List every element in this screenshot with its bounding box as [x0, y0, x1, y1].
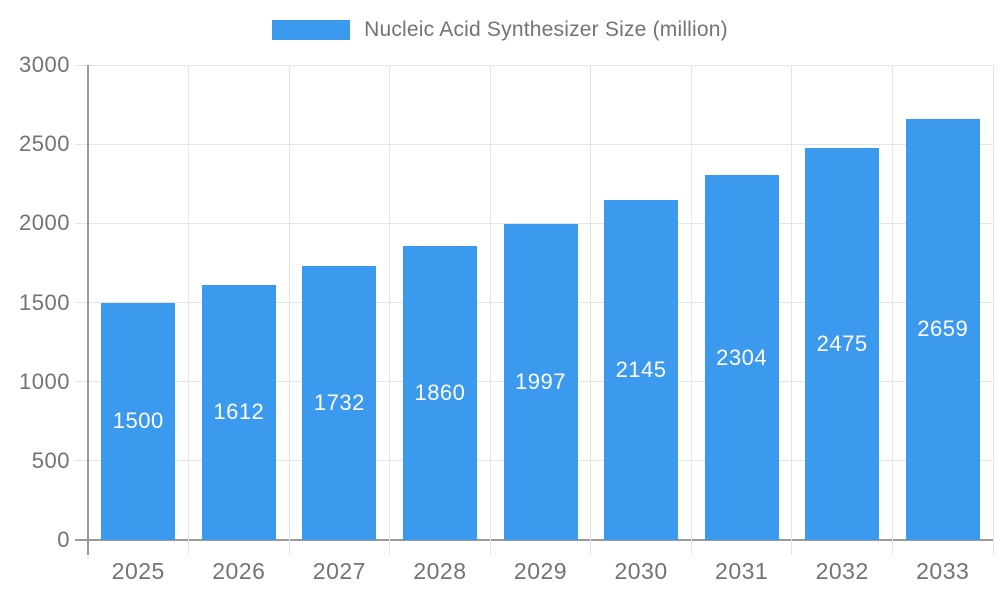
bar[interactable] [402, 245, 477, 540]
x-gridline [389, 65, 391, 555]
x-gridline [992, 65, 994, 555]
bar[interactable] [201, 284, 276, 540]
legend-label: Nucleic Acid Synthesizer Size (million) [364, 18, 728, 41]
x-axis-tick-label: 2026 [212, 558, 266, 584]
x-axis-tick-label: 2032 [815, 558, 869, 584]
x-gridline [489, 65, 491, 555]
y-axis-tick-label: 3000 [19, 52, 70, 77]
bar[interactable] [604, 200, 679, 540]
bar[interactable] [704, 175, 779, 540]
y-gridline [75, 143, 993, 145]
bar[interactable] [805, 148, 880, 540]
y-axis-tick-label: 0 [57, 527, 70, 552]
legend-swatch-icon [272, 20, 351, 40]
y-axis-line [87, 65, 89, 555]
x-axis-tick-label: 2031 [715, 558, 769, 584]
y-axis-tick-label: 1500 [19, 289, 70, 315]
legend[interactable]: Nucleic Acid Synthesizer Size (million) [0, 18, 1000, 42]
bar[interactable] [302, 265, 377, 540]
y-axis-tick-label: 500 [31, 447, 70, 473]
bar[interactable] [503, 223, 578, 540]
x-axis-tick-label: 2027 [312, 558, 366, 584]
x-gridline [690, 65, 692, 555]
x-gridline [791, 65, 793, 555]
x-axis-tick-label: 2028 [413, 558, 467, 584]
y-axis-tick-label: 1000 [19, 368, 70, 394]
bar[interactable] [905, 118, 980, 540]
x-axis-line [75, 539, 993, 541]
y-gridline [75, 64, 993, 66]
x-gridline [288, 65, 290, 555]
y-axis-tick-label: 2500 [19, 131, 70, 157]
x-gridline [891, 65, 893, 555]
x-axis-tick-label: 2033 [916, 558, 970, 584]
x-axis-tick-label: 2029 [513, 558, 568, 584]
y-axis-tick-label: 2000 [19, 210, 70, 236]
x-axis-tick-label: 2025 [111, 558, 165, 584]
x-gridline [590, 65, 592, 555]
x-axis-tick-label: 2030 [614, 558, 668, 584]
x-gridline [188, 65, 190, 555]
y-gridline [75, 222, 993, 224]
bar[interactable] [101, 302, 176, 540]
